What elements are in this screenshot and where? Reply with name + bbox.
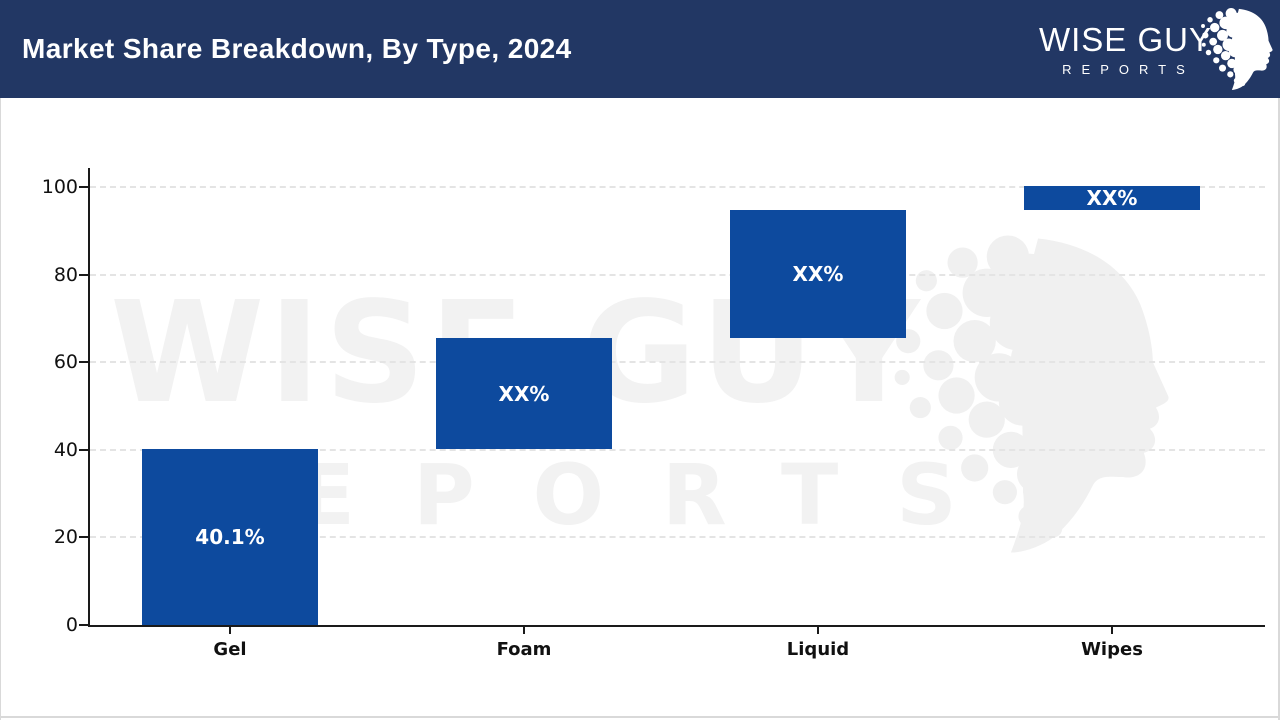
gridline-20	[90, 536, 1265, 539]
gridline-100	[90, 186, 1265, 188]
x-axis-line	[88, 625, 1265, 627]
bar-value-label-foam: XX%	[498, 381, 550, 406]
page-border-bottom	[0, 716, 1280, 718]
x-axis-tick-foam	[523, 625, 525, 634]
y-axis-tick-0	[79, 624, 88, 626]
logo-wordmark: WISE GUY	[1038, 21, 1212, 58]
bar-value-label-wipes: XX%	[1086, 185, 1138, 210]
y-axis-line	[88, 168, 90, 627]
x-axis-tick-gel	[229, 625, 231, 634]
logo-text: WISE GUY REPORTS	[1039, 21, 1212, 77]
page-title: Market Share Breakdown, By Type, 2024	[22, 33, 572, 64]
x-axis-tick-liquid	[817, 625, 819, 634]
y-axis-tick-80	[79, 273, 88, 276]
y-axis-tick-label: 80	[53, 263, 78, 286]
bar-wipes	[1024, 186, 1200, 210]
x-axis-category-label: Gel	[213, 639, 247, 660]
x-axis-category-label: Liquid	[786, 639, 850, 660]
page-border-left	[0, 98, 1, 720]
gridline-80	[90, 273, 1265, 276]
bar-foam	[436, 337, 612, 450]
bar-value-label-gel: 40.1%	[195, 525, 265, 550]
y-axis-tick-label: 20	[53, 526, 78, 549]
y-axis-tick-label: 0	[65, 614, 78, 636]
y-axis-tick-40	[79, 448, 88, 451]
y-axis-tick-20	[79, 536, 88, 539]
x-axis-category-label: Foam	[496, 639, 552, 660]
x-axis-tick-wipes	[1111, 625, 1113, 634]
y-axis-tick-label: 100	[41, 176, 78, 198]
header-banner: Market Share Breakdown, By Type, 2024 WI…	[0, 0, 1280, 98]
gridline-60	[90, 361, 1265, 364]
chart-area: WISE GUY REPORTS 0 20 40 60 80 100 40.1% Gel XX%…	[0, 98, 1280, 720]
bar-value-label-liquid: XX%	[792, 261, 844, 286]
y-axis-tick-label: 40	[53, 438, 78, 461]
logo-subtitle: REPORTS	[1062, 62, 1195, 77]
bar-liquid	[730, 209, 906, 338]
dotted-head-icon	[1201, 8, 1273, 90]
wise-guy-logo: WISE GUY REPORTS	[1039, 0, 1274, 98]
x-axis-category-label: Wipes	[1081, 639, 1143, 660]
y-axis-tick-100	[79, 186, 88, 188]
y-axis-tick-60	[79, 361, 88, 364]
gridline-40	[90, 448, 1265, 451]
watermark-dotted-head-icon	[891, 235, 1169, 553]
page-border-right	[1278, 98, 1280, 720]
bar-gel	[142, 449, 318, 625]
y-axis-tick-label: 60	[53, 351, 78, 374]
